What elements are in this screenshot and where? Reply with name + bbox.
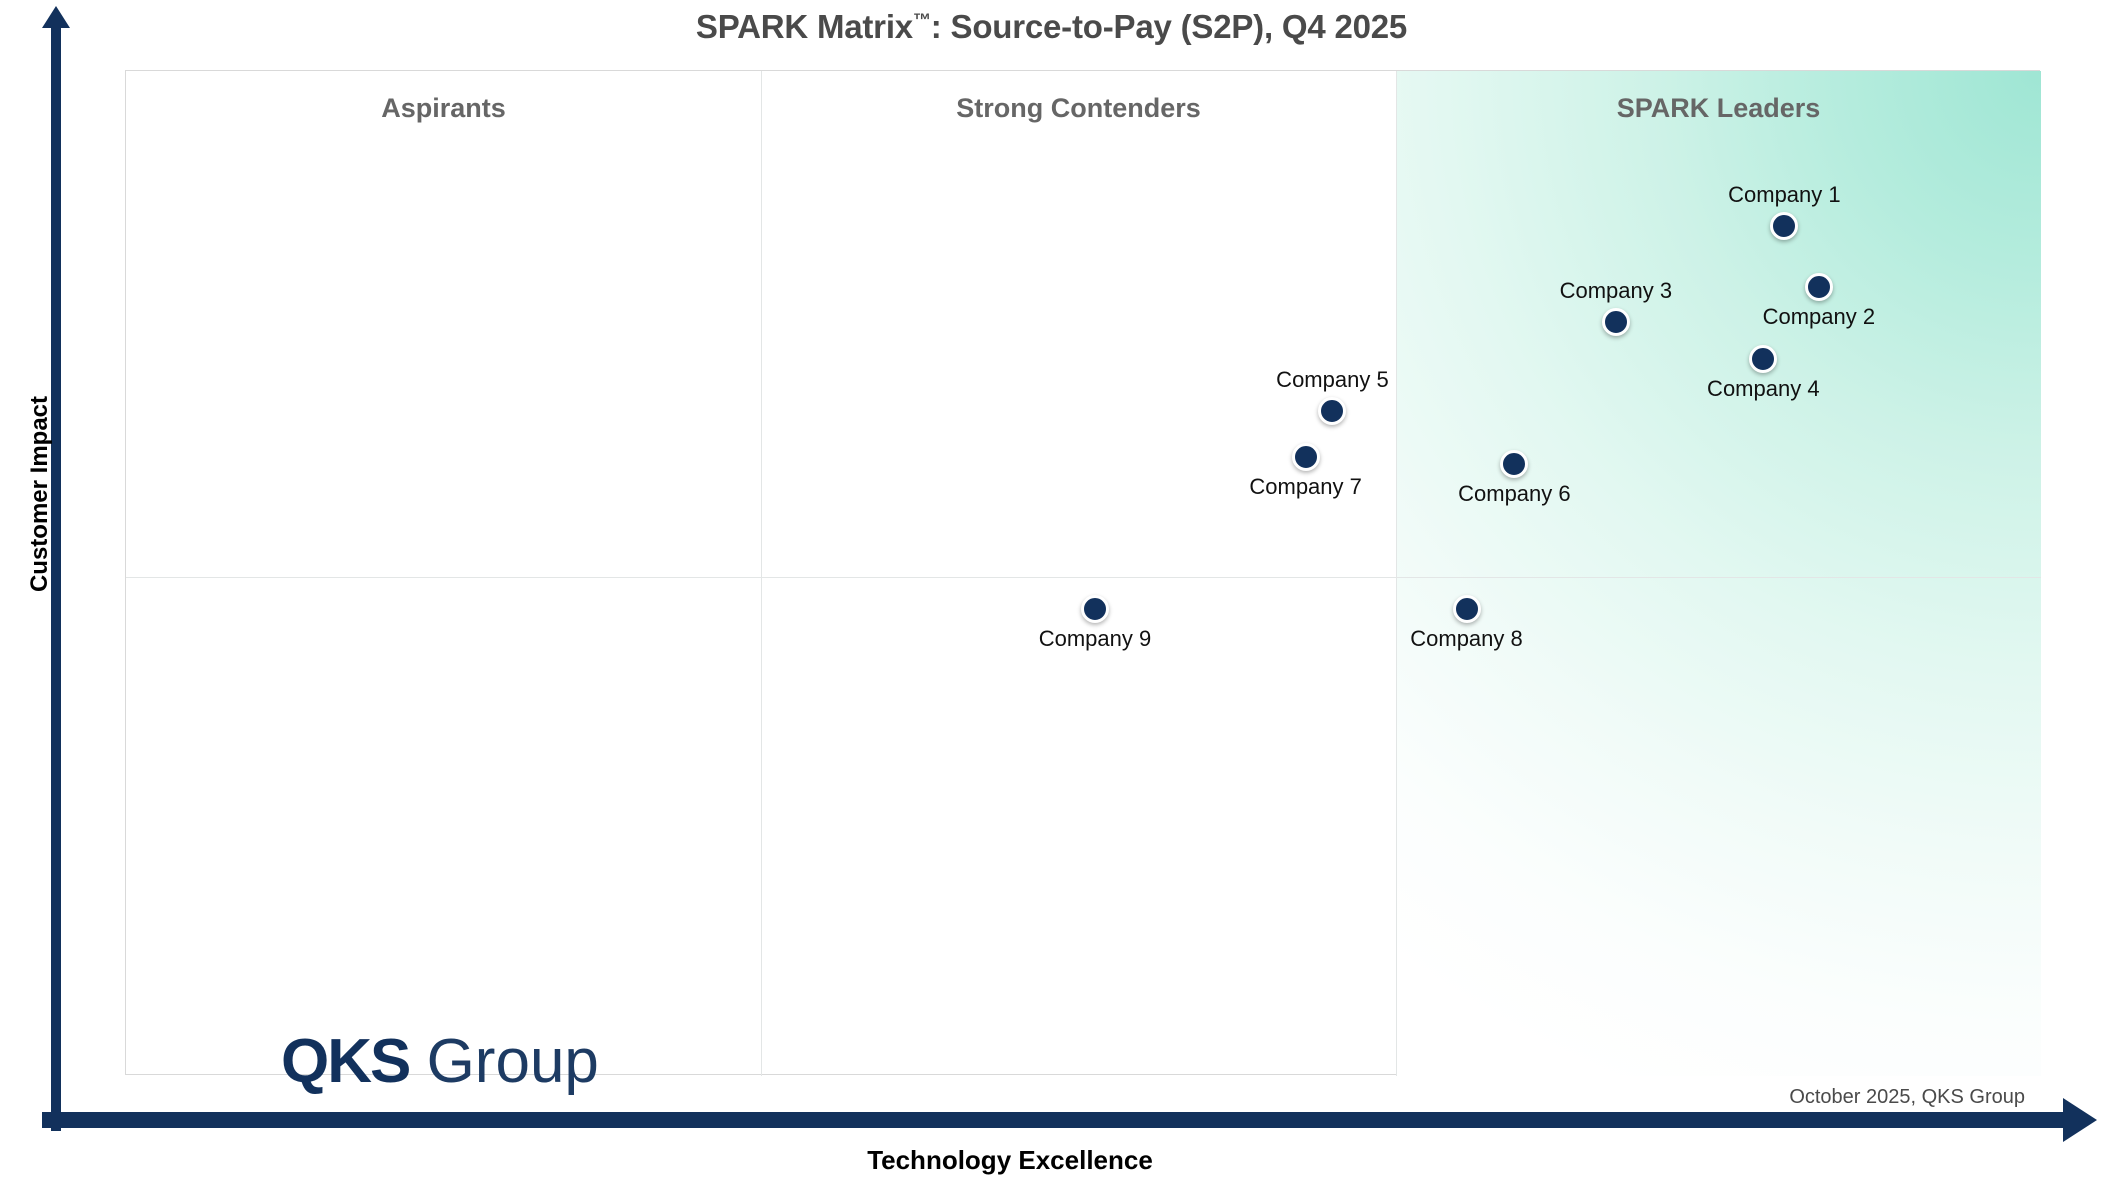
data-point-marker[interactable] <box>1770 211 1799 240</box>
data-point-marker[interactable] <box>1291 442 1320 471</box>
trademark-symbol: ™ <box>912 10 931 30</box>
data-point-marker[interactable] <box>1080 594 1109 623</box>
data-point-label: Company 6 <box>1458 480 1571 506</box>
page-title-rest: : Source-to-Pay (S2P), Q4 2025 <box>930 8 1408 45</box>
vertical-divider-2 <box>1396 71 1397 1076</box>
logo-light-text: Group <box>409 1027 599 1096</box>
spark-leaders-gradient-band <box>1396 71 2041 1076</box>
qks-group-logo: QKS Group <box>281 1031 599 1093</box>
data-point-marker[interactable] <box>1601 308 1630 337</box>
quadrant-header-strong-contenders: Strong Contenders <box>956 93 1201 123</box>
chart-plot-area: Aspirants Strong Contenders SPARK Leader… <box>125 70 2041 1093</box>
data-point-marker[interactable] <box>1318 396 1347 425</box>
data-point-label: Company 2 <box>1762 304 1876 330</box>
data-point-label: Company 1 <box>1728 181 1841 207</box>
data-point-label: Company 4 <box>1707 376 1820 402</box>
quadrant-header-spark-leaders: SPARK Leaders <box>1616 93 1821 123</box>
data-point-marker[interactable] <box>1500 449 1529 478</box>
data-point-marker[interactable] <box>1804 273 1833 302</box>
quadrant-header-aspirants: Aspirants <box>381 93 506 123</box>
page-title-main: SPARK Matrix <box>695 8 913 45</box>
data-point-label: Company 7 <box>1249 473 1362 499</box>
page-title: SPARK Matrix™: Source-to-Pay (S2P), Q4 2… <box>0 8 2103 46</box>
data-point-label: Company 9 <box>1038 625 1152 651</box>
footer-note: October 2025, QKS Group <box>1789 1086 2025 1108</box>
data-point-marker[interactable] <box>1749 345 1778 374</box>
logo-bold-text: QKS <box>281 1027 411 1096</box>
x-axis-label: Technology Excellence <box>867 1145 1153 1175</box>
data-point-label: Company 5 <box>1276 366 1389 392</box>
data-point-label: Company 8 <box>1410 625 1523 651</box>
x-axis-arrow-icon <box>42 1098 2097 1142</box>
y-axis-label: Customer Impact <box>26 395 53 593</box>
data-point-marker[interactable] <box>1452 594 1481 623</box>
vertical-divider-1 <box>761 71 762 1076</box>
data-point-label: Company 3 <box>1559 278 1673 304</box>
y-axis-arrow-icon <box>42 6 70 1131</box>
horizontal-divider <box>126 577 2041 578</box>
